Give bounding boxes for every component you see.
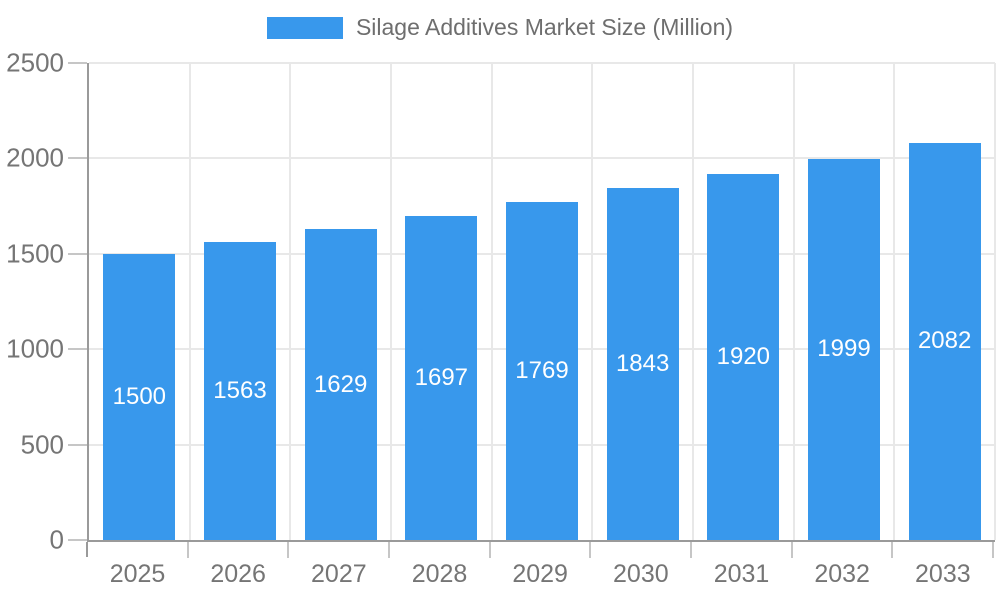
bar-value-label: 1769	[515, 357, 569, 385]
bar-value-label: 1843	[615, 350, 670, 378]
x-axis-tick	[589, 542, 592, 558]
x-axis-tick	[488, 542, 491, 558]
x-axis-tick	[992, 542, 994, 558]
bar[interactable]: 1563	[204, 241, 276, 540]
x-axis-tick	[891, 542, 894, 558]
gridline-v	[692, 63, 694, 540]
bar[interactable]: 1843	[606, 188, 679, 540]
x-tick-label: 2030	[613, 560, 669, 588]
y-tick-label: 2000	[6, 142, 64, 173]
bar[interactable]: 1500	[103, 253, 176, 540]
y-axis-tick	[68, 348, 87, 351]
x-tick-label: 2029	[512, 560, 568, 588]
y-tick-label: 2500	[6, 47, 64, 78]
y-tick-label: 500	[20, 429, 64, 460]
bar[interactable]: 1629	[304, 229, 377, 540]
y-tick-label: 1500	[6, 238, 64, 269]
x-axis-tick	[690, 542, 692, 558]
gridline-v	[188, 63, 191, 540]
gridline-v	[490, 63, 493, 540]
y-axis-tick	[68, 157, 87, 160]
x-tick-label: 2032	[814, 560, 870, 588]
x-axis-tick	[186, 542, 189, 558]
gridline-v	[893, 63, 896, 540]
gridline-v	[289, 63, 292, 540]
x-tick-label: 2025	[109, 560, 166, 588]
x-tick-label: 2031	[713, 560, 770, 588]
legend-item[interactable]: Silage Additives Market Size (Million)	[0, 14, 1000, 41]
legend-swatch	[266, 16, 343, 39]
gridline-v	[994, 63, 996, 540]
bar-value-label: 1697	[414, 364, 469, 392]
x-axis-tick	[388, 542, 390, 558]
y-axis-tick	[68, 252, 87, 255]
bar[interactable]: 1920	[707, 173, 780, 540]
bar[interactable]: 1999	[808, 158, 880, 540]
gridline-v	[591, 63, 594, 540]
legend-label: Silage Additives Market Size (Million)	[355, 14, 734, 40]
y-tick-label: 1000	[6, 333, 64, 364]
gridline-h	[89, 62, 995, 64]
bar-value-label: 1629	[313, 370, 368, 398]
gridline-h	[89, 157, 995, 160]
bar[interactable]: 1697	[405, 216, 478, 540]
y-axis-tick	[68, 62, 87, 64]
plot-area: 1500 1563 1629 1697 1769 1843 1920 1999 2082	[87, 62, 996, 542]
bar-value-label: 1500	[112, 382, 167, 410]
x-tick-label: 2026	[210, 560, 266, 588]
bar-value-label: 1563	[213, 376, 267, 404]
y-axis-tail	[86, 542, 88, 557]
x-tick-label: 2028	[411, 560, 468, 588]
bar[interactable]: 1769	[506, 202, 578, 540]
y-axis-tick	[68, 539, 87, 541]
bar-value-label: 1920	[716, 342, 771, 370]
bar-value-label: 1999	[817, 335, 871, 363]
y-axis-tick	[68, 443, 87, 446]
x-axis-tick	[790, 542, 793, 558]
y-tick-label: 0	[49, 524, 64, 555]
gridline-v	[390, 63, 392, 540]
x-tick-label: 2033	[915, 560, 971, 588]
x-tick-label: 2027	[311, 560, 367, 588]
bar[interactable]: 2082	[908, 142, 981, 540]
bar-value-label: 2082	[917, 327, 972, 355]
gridline-v	[792, 63, 795, 540]
x-axis-tick	[287, 542, 290, 558]
